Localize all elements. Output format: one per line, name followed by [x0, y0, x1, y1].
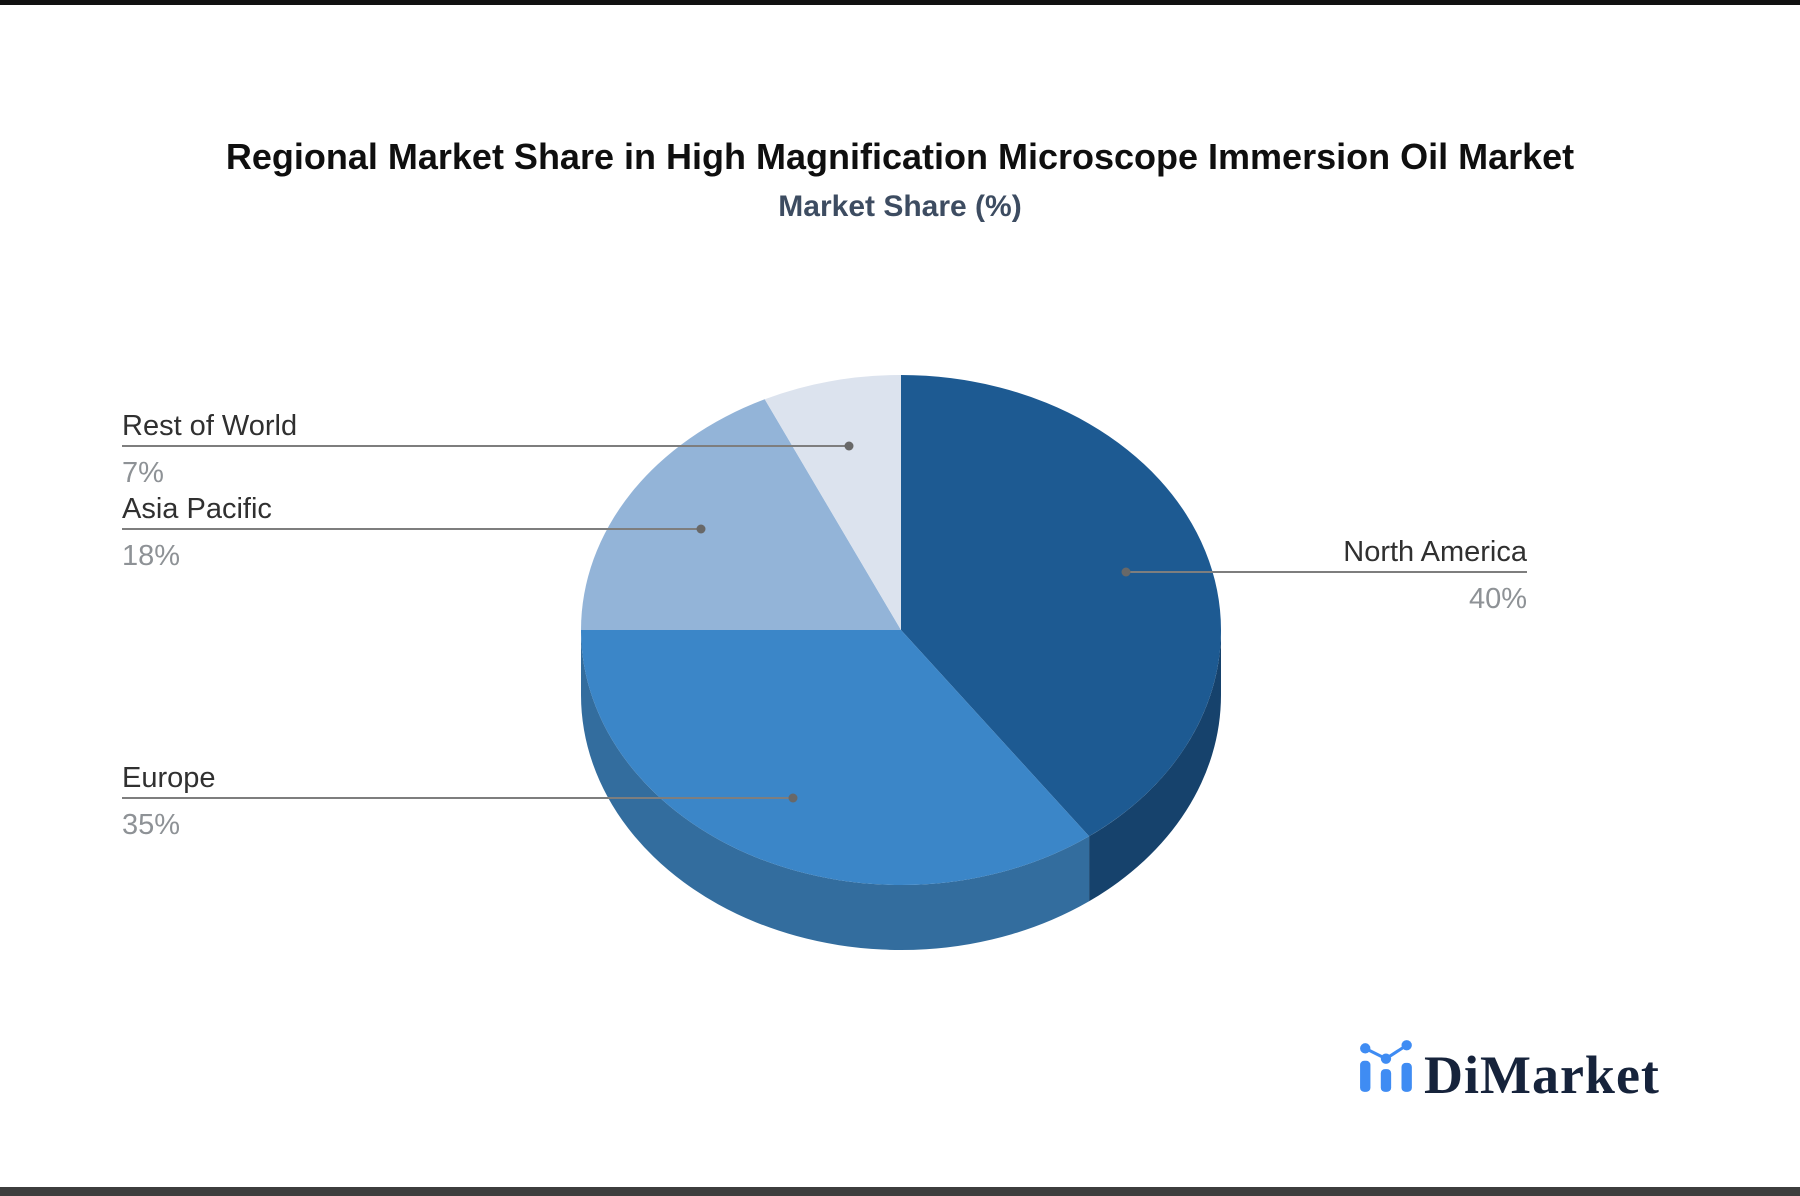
leader-dot-north-america [1121, 567, 1131, 577]
leader-dot-rest-of-world [844, 441, 854, 451]
slice-label-north-america: North America [1343, 536, 1528, 568]
slice-pct-rest-of-world: 7% [122, 457, 164, 489]
slice-label-rest-of-world: Rest of World [122, 410, 297, 442]
slice-label-europe: Europe [122, 762, 216, 794]
pie-slice-depth-north-america [1089, 630, 1221, 902]
brand-logo: DiMarket [1358, 1038, 1660, 1102]
pie-slice-rest-of-world[interactable] [764, 375, 901, 630]
chart-title: Regional Market Share in High Magnificat… [225, 136, 1575, 177]
pie-slice-depth-europe [581, 630, 1090, 950]
window-top-edge [0, 0, 1800, 5]
brand-name: DiMarket [1424, 1045, 1660, 1105]
slice-pct-europe: 35% [122, 809, 180, 841]
leader-dot-europe [788, 793, 798, 803]
pie-slice-north-america[interactable] [901, 375, 1222, 837]
chart-subtitle: Market Share (%) [778, 190, 1022, 223]
leader-dot-asia-pacific [696, 524, 706, 534]
slice-pct-north-america: 40% [1469, 583, 1527, 615]
slice-pct-asia-pacific: 18% [122, 540, 180, 572]
slice-label-asia-pacific: Asia Pacific [122, 493, 272, 525]
bar-line-chart-icon [1360, 1040, 1412, 1092]
pie-slice-asia-pacific[interactable] [581, 399, 901, 630]
window-bottom-edge [0, 1187, 1800, 1196]
pie-slice-europe[interactable] [581, 630, 1090, 885]
